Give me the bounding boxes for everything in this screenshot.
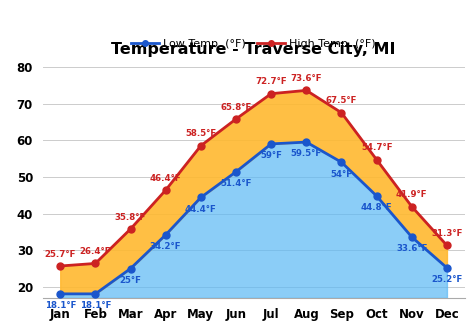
High Temp. (°F)	[338, 111, 344, 115]
Low Temp. (°F)	[233, 170, 239, 174]
Low Temp. (°F)	[444, 266, 450, 270]
Text: 54.7°F: 54.7°F	[361, 143, 392, 152]
Text: 65.8°F: 65.8°F	[220, 103, 252, 112]
Text: 46.4°F: 46.4°F	[150, 174, 182, 183]
Text: 18.1°F: 18.1°F	[80, 301, 111, 310]
High Temp. (°F)	[444, 244, 450, 248]
Legend: Low Temp. (°F), High Temp. (°F): Low Temp. (°F), High Temp. (°F)	[127, 34, 381, 53]
Text: 67.5°F: 67.5°F	[326, 96, 357, 105]
High Temp. (°F)	[233, 117, 239, 121]
High Temp. (°F)	[409, 205, 415, 209]
Text: 35.8°F: 35.8°F	[115, 213, 146, 222]
Text: 33.6°F: 33.6°F	[396, 244, 428, 253]
Low Temp. (°F)	[198, 195, 204, 199]
Text: 25°F: 25°F	[119, 276, 141, 285]
Line: High Temp. (°F): High Temp. (°F)	[57, 87, 450, 269]
Line: Low Temp. (°F): Low Temp. (°F)	[57, 139, 450, 297]
Low Temp. (°F)	[57, 292, 63, 296]
High Temp. (°F)	[163, 188, 169, 192]
Text: 31.3°F: 31.3°F	[431, 229, 463, 238]
Text: 41.9°F: 41.9°F	[396, 190, 428, 199]
Text: 25.2°F: 25.2°F	[431, 275, 463, 284]
Text: 59°F: 59°F	[260, 151, 282, 160]
Title: Temperature - Traverse City, MI: Temperature - Traverse City, MI	[111, 42, 396, 57]
High Temp. (°F)	[57, 264, 63, 268]
Text: 54°F: 54°F	[330, 169, 353, 178]
Text: 73.6°F: 73.6°F	[291, 74, 322, 83]
Low Temp. (°F)	[268, 142, 274, 146]
Text: 59.5°F: 59.5°F	[291, 149, 322, 159]
Text: 25.7°F: 25.7°F	[45, 250, 76, 259]
Text: 34.2°F: 34.2°F	[150, 242, 182, 251]
High Temp. (°F)	[268, 92, 274, 96]
Low Temp. (°F)	[163, 233, 169, 237]
Text: 51.4°F: 51.4°F	[220, 179, 252, 188]
Text: 18.1°F: 18.1°F	[45, 301, 76, 310]
Text: 58.5°F: 58.5°F	[185, 129, 217, 138]
Text: 26.4°F: 26.4°F	[80, 247, 111, 256]
Low Temp. (°F)	[92, 292, 98, 296]
High Temp. (°F)	[303, 88, 309, 92]
High Temp. (°F)	[128, 227, 133, 231]
Text: 44.4°F: 44.4°F	[185, 205, 217, 214]
Low Temp. (°F)	[374, 194, 380, 198]
High Temp. (°F)	[374, 158, 380, 162]
Low Temp. (°F)	[128, 266, 133, 270]
Low Temp. (°F)	[303, 140, 309, 144]
Low Temp. (°F)	[338, 160, 344, 164]
Low Temp. (°F)	[409, 235, 415, 239]
Text: 72.7°F: 72.7°F	[255, 77, 287, 86]
High Temp. (°F)	[92, 261, 98, 265]
Text: 44.8°F: 44.8°F	[361, 203, 392, 212]
High Temp. (°F)	[198, 144, 204, 148]
